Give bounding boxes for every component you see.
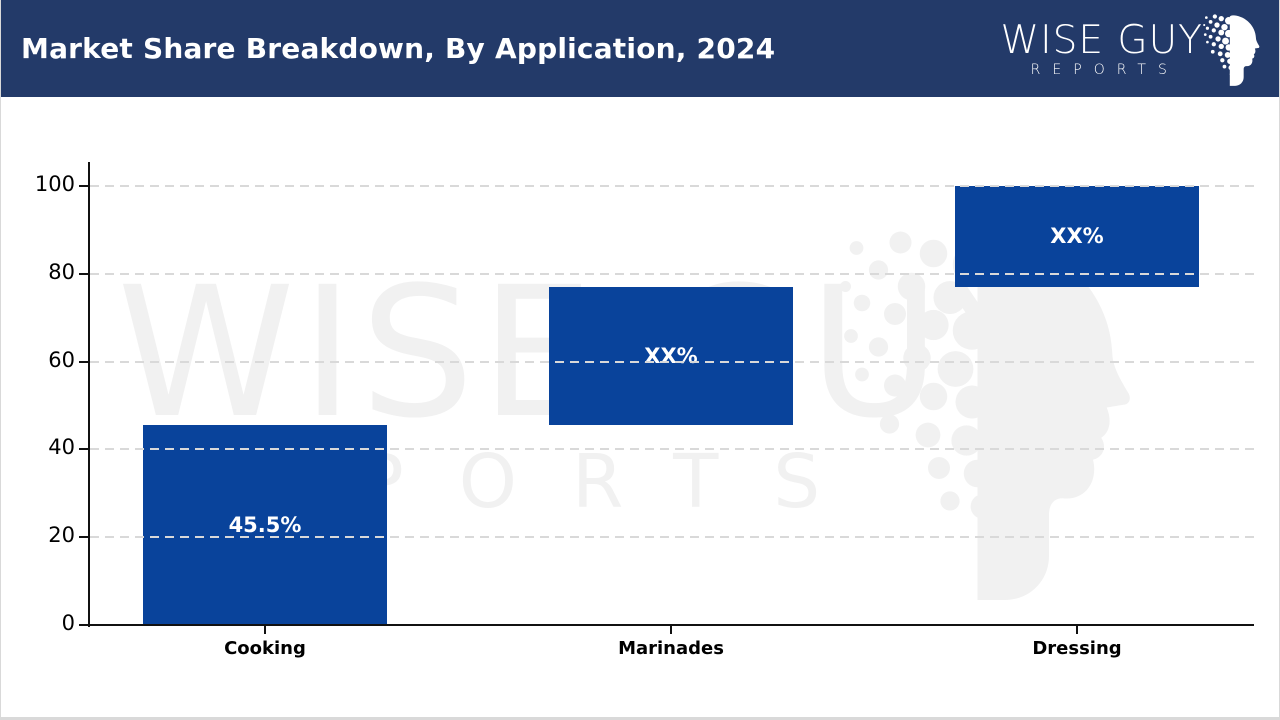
y-tick-label: 0 — [61, 611, 75, 635]
bar-cooking: 45.5% — [143, 425, 387, 625]
gridline — [90, 360, 1254, 363]
header: Market Share Breakdown, By Application, … — [1, 0, 1279, 97]
logo: WISE GUY REPORTS — [1001, 11, 1265, 86]
x-tick — [670, 626, 672, 634]
x-tick — [264, 626, 266, 634]
y-tick — [79, 624, 88, 626]
logo-head-icon — [1201, 11, 1265, 86]
gridline — [90, 272, 1254, 275]
bar-dressing: XX% — [955, 186, 1199, 287]
x-category-label: Dressing — [1032, 638, 1122, 659]
y-tick-label: 60 — [48, 347, 75, 372]
y-tick — [79, 360, 88, 363]
y-tick-label: 40 — [48, 435, 75, 460]
logo-subtext: REPORTS — [1030, 61, 1179, 78]
y-tick — [79, 536, 88, 539]
gridline — [90, 448, 1254, 451]
y-tick-label: 100 — [34, 172, 75, 196]
logo-text: WISE GUY REPORTS — [1001, 21, 1203, 77]
y-tick-label: 20 — [48, 523, 75, 548]
page-title: Market Share Breakdown, By Application, … — [21, 32, 776, 65]
bar-value-label: XX% — [644, 344, 698, 369]
logo-wordmark: WISE GUY — [1000, 17, 1203, 63]
gridline — [90, 536, 1254, 539]
y-tick — [79, 448, 88, 451]
x-category-label: Marinades — [618, 638, 724, 659]
bar-value-label: 45.5% — [228, 513, 302, 538]
bar-marinades: XX% — [549, 286, 793, 426]
y-tick — [79, 272, 88, 275]
y-axis-line — [88, 162, 90, 627]
bar-value-label: XX% — [1050, 224, 1104, 249]
x-tick — [1076, 626, 1078, 634]
y-tick-label: 80 — [48, 259, 75, 284]
x-category-label: Cooking — [224, 638, 306, 659]
x-axis-line — [88, 624, 1254, 626]
gridline — [90, 185, 1254, 187]
y-tick — [79, 185, 88, 187]
